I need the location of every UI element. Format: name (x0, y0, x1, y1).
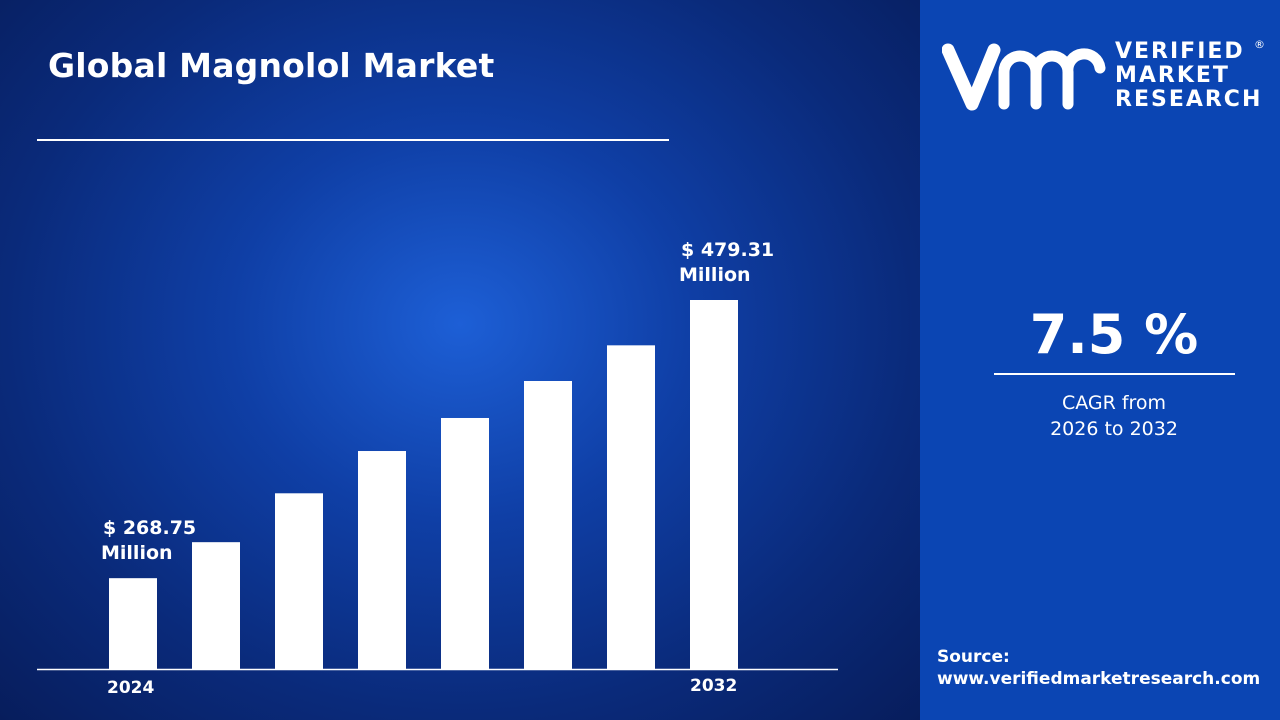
bar-7 (690, 300, 738, 669)
cagr-description: CAGR from 2026 to 2032 (994, 390, 1234, 442)
bar-1 (192, 542, 240, 669)
x-tick-label-2024: 2024 (107, 678, 155, 698)
source-url[interactable]: www.verifiedmarketresearch.com (937, 669, 1261, 689)
bar-6 (607, 345, 655, 669)
data-label-unit: Million (101, 542, 173, 564)
data-label-unit: Million (679, 264, 751, 286)
bar-4 (441, 417, 489, 669)
bar-2 (275, 493, 323, 669)
source: Source: www.verifiedmarketresearch.com (937, 646, 1260, 690)
logo-line: VERIFIED (1115, 39, 1245, 64)
cagr-line: CAGR from (1061, 392, 1167, 414)
logo-line: RESEARCH (1115, 87, 1263, 112)
x-tick-label-2032: 2032 (690, 676, 738, 696)
cagr-divider (994, 373, 1235, 375)
data-label-2024: $ 268.75 Million (101, 516, 197, 566)
title-divider (37, 139, 669, 141)
logo-line: MARKET (1115, 63, 1230, 88)
source-label: Source: (937, 647, 1010, 667)
logo-wordmark: VERIFIED MARKET RESEARCH (1115, 40, 1262, 112)
bar-0 (109, 578, 157, 669)
chart-title: Global Magnolol Market (48, 46, 495, 85)
data-label-value: $ 268.75 (103, 517, 197, 539)
data-label-2032: $ 479.31 Million (679, 238, 775, 288)
vmr-logo-icon (942, 43, 1106, 111)
data-label-value: $ 479.31 (681, 239, 775, 261)
bar-chart (37, 300, 838, 671)
cagr-period: 2026 to 2032 (1050, 418, 1178, 440)
cagr-value: 7.5 % (1029, 303, 1199, 366)
registered-mark: ® (1254, 38, 1265, 51)
bar-5 (524, 380, 572, 669)
side-panel (920, 0, 1280, 720)
bar-3 (358, 451, 406, 669)
